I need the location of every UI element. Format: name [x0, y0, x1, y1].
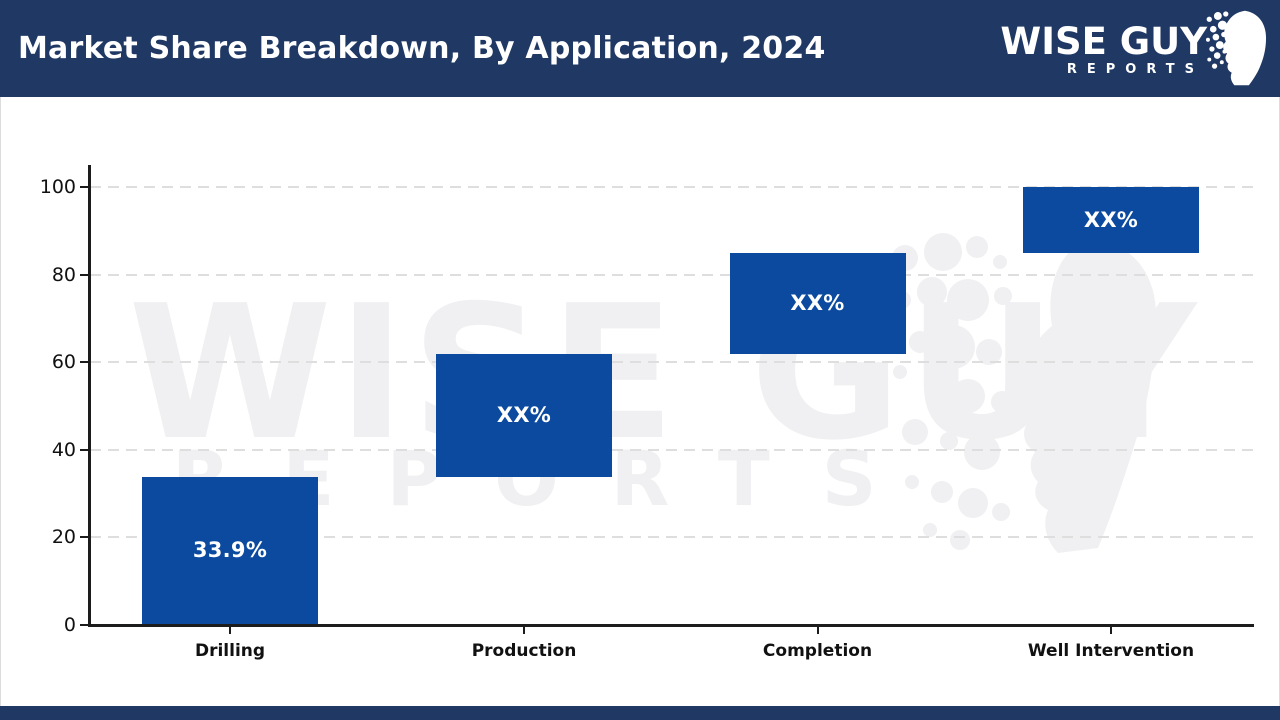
y-tick-mark	[80, 273, 88, 276]
gridline-20	[90, 536, 1253, 539]
bar-production: XX%	[436, 354, 612, 477]
bar-value-label: 33.9%	[192, 538, 268, 563]
x-axis-label: Well Intervention	[1027, 641, 1195, 661]
logo-wordmark: WISE GUY	[1000, 20, 1207, 63]
bar-well-intervention: XX%	[1023, 187, 1199, 253]
wiseguy-logo: WISE GUY REPORTS	[1000, 0, 1272, 97]
bar-completion: XX%	[729, 252, 906, 355]
y-tick-mark	[80, 624, 88, 626]
x-tick-mark	[1110, 626, 1112, 634]
bar-value-label: XX%	[496, 403, 552, 428]
header-bar: Market Share Breakdown, By Application, …	[0, 0, 1280, 97]
wiseguy-face-icon	[1205, 10, 1267, 86]
page-title: Market Share Breakdown, By Application, …	[18, 31, 826, 66]
y-tick-label: 20	[51, 526, 76, 549]
x-tick-mark	[229, 626, 231, 634]
y-tick-label: 40	[51, 438, 76, 461]
y-tick-mark	[80, 186, 88, 188]
x-tick-mark	[816, 626, 819, 634]
bar-value-label: XX%	[790, 291, 845, 316]
y-tick-label: 80	[51, 263, 76, 286]
watermark-wordmark: WISE GUY	[128, 265, 1201, 481]
x-axis-label: Production	[471, 641, 577, 661]
x-axis-label: Drilling	[194, 641, 266, 661]
gridline-60	[90, 361, 1253, 364]
x-axis-label: Completion	[762, 641, 873, 661]
x-tick-mark	[523, 626, 525, 634]
gridline-100	[90, 186, 1253, 188]
x-axis-line	[88, 624, 1254, 627]
y-axis-line	[88, 165, 91, 626]
y-tick-label: 60	[51, 351, 76, 374]
y-tick-label: 0	[63, 614, 76, 636]
footer-bar	[0, 706, 1280, 720]
y-tick-mark	[80, 448, 88, 451]
y-tick-mark	[80, 536, 88, 539]
gridline-80	[90, 273, 1253, 276]
y-tick-mark	[80, 361, 88, 364]
y-tick-label: 100	[39, 176, 76, 198]
logo-subtitle: REPORTS	[1066, 62, 1204, 77]
gridline-40	[90, 448, 1253, 451]
bar-drilling: 33.9%	[142, 476, 318, 624]
bar-value-label: XX%	[1083, 207, 1139, 232]
